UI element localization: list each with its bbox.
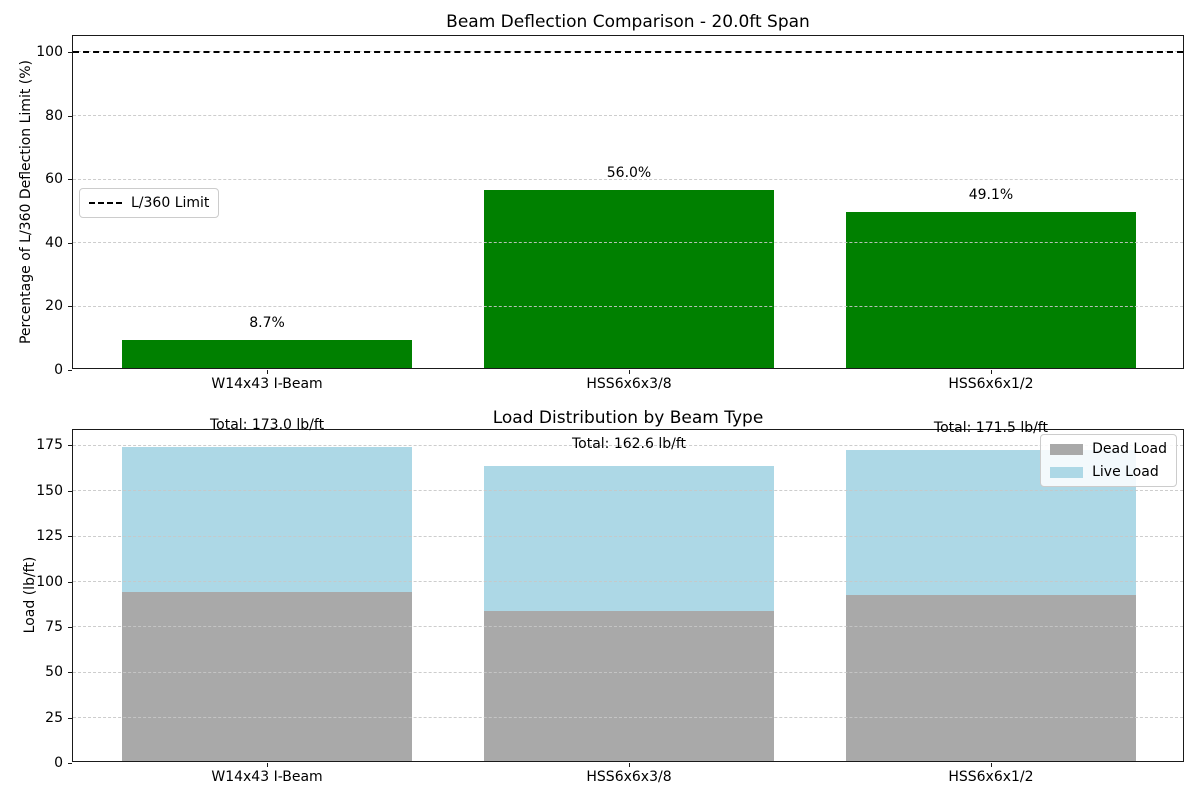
deflection-chart-legend: L/360 Limit	[79, 188, 220, 218]
y-tick-mark	[68, 242, 72, 244]
deflection-chart-title: Beam Deflection Comparison - 20.0ft Span	[446, 12, 810, 32]
y-tick-mark	[68, 490, 72, 492]
grid-line	[73, 242, 1183, 244]
bar-value-label: 8.7%	[249, 315, 285, 332]
grid-line	[73, 115, 1183, 117]
bar-segment-live-load	[122, 447, 413, 593]
y-tick-mark	[68, 536, 72, 538]
bar	[483, 189, 774, 368]
y-tick-label: 175	[36, 437, 63, 454]
x-tick-mark	[990, 370, 992, 374]
legend-row-l360-limit: L/360 Limit	[89, 195, 209, 211]
bar-segment-dead-load	[845, 594, 1136, 761]
y-tick-mark	[68, 763, 72, 764]
y-tick-label: 125	[36, 528, 63, 545]
y-tick-label: 50	[45, 664, 63, 681]
legend-row-dead-load: Dead Load	[1050, 441, 1167, 457]
grid-line	[73, 717, 1183, 719]
dead-load-swatch-icon	[1050, 443, 1084, 455]
grid-line	[73, 178, 1183, 180]
grid-line	[73, 671, 1183, 673]
y-tick-mark	[68, 581, 72, 583]
y-tick-label: 20	[45, 298, 63, 315]
y-tick-label: 100	[36, 43, 63, 60]
x-tick-label: W14x43 I-Beam	[211, 769, 323, 785]
y-tick-label: 100	[36, 573, 63, 590]
deflection-chart-ylabel: Percentage of L/360 Deflection Limit (%)	[18, 59, 34, 345]
x-tick-mark	[629, 370, 630, 374]
x-tick-mark	[990, 763, 992, 767]
y-tick-mark	[68, 306, 72, 308]
grid-line	[73, 535, 1183, 537]
y-tick-label: 0	[54, 755, 63, 771]
y-tick-mark	[68, 51, 72, 53]
deflection-chart-axes: L/360 Limit 8.7% W14x43 I-Beam 56.0% HSS6x6…	[36, 35, 1184, 392]
y-tick-label: 0	[54, 362, 63, 378]
y-tick-mark	[68, 370, 72, 371]
x-tick-mark	[267, 763, 269, 767]
total-label: Total: 173.0 lb/ft	[210, 417, 325, 434]
bar	[122, 340, 413, 368]
load-chart-axes: Dead Load Live Load Total: 173.0 lb/ft W1…	[36, 418, 1184, 785]
bar-segment-live-load	[483, 465, 774, 612]
legend-label: Live Load	[1092, 464, 1159, 480]
grid-line	[73, 305, 1183, 307]
y-tick-mark	[68, 626, 72, 628]
y-tick-label: 25	[45, 709, 63, 726]
grid-line	[73, 581, 1183, 583]
x-tick-mark	[267, 370, 269, 374]
bar-segment-dead-load	[122, 592, 413, 761]
grid-line	[73, 490, 1183, 492]
y-tick-mark	[68, 179, 72, 181]
load-chart-ylabel: Load (lb/ft)	[22, 556, 38, 634]
y-tick-label: 40	[45, 234, 63, 251]
total-label: Total: 162.6 lb/ft	[571, 435, 687, 452]
stacked-bar	[122, 447, 413, 761]
x-tick-label: HSS6x6x3/8	[586, 769, 672, 785]
x-tick-label: HSS6x6x1/2	[948, 769, 1034, 785]
load-chart-title: Load Distribution by Beam Type	[492, 408, 764, 428]
x-tick-label: W14x43 I-Beam	[211, 376, 323, 392]
y-tick-label: 150	[36, 482, 63, 499]
legend-row-live-load: Live Load	[1050, 464, 1167, 480]
stacked-bar	[845, 449, 1136, 761]
y-tick-label: 80	[45, 107, 63, 124]
l360-limit-line	[73, 50, 1183, 53]
y-tick-mark	[68, 717, 72, 719]
x-tick-mark	[629, 763, 630, 767]
bar-value-label: 56.0%	[606, 164, 652, 181]
dashed-line-icon	[89, 202, 122, 204]
y-tick-label: 60	[45, 171, 63, 188]
load-chart-legend: Dead Load Live Load	[1040, 434, 1177, 487]
x-tick-label: HSS6x6x3/8	[586, 376, 672, 392]
grid-line	[73, 626, 1183, 628]
y-tick-mark	[68, 672, 72, 674]
grid-line	[73, 444, 1183, 446]
bar-value-label: 49.1%	[968, 186, 1014, 203]
legend-label: L/360 Limit	[131, 195, 210, 211]
stacked-bar	[483, 465, 774, 761]
y-tick-mark	[68, 445, 72, 447]
legend-label: Dead Load	[1092, 441, 1167, 457]
y-tick-label: 75	[45, 618, 63, 635]
x-tick-label: HSS6x6x1/2	[948, 376, 1034, 392]
y-tick-mark	[68, 115, 72, 117]
bar-segment-dead-load	[483, 611, 774, 761]
bar	[845, 211, 1136, 368]
live-load-swatch-icon	[1050, 466, 1084, 478]
total-label: Total: 171.5 lb/ft	[933, 419, 1048, 436]
